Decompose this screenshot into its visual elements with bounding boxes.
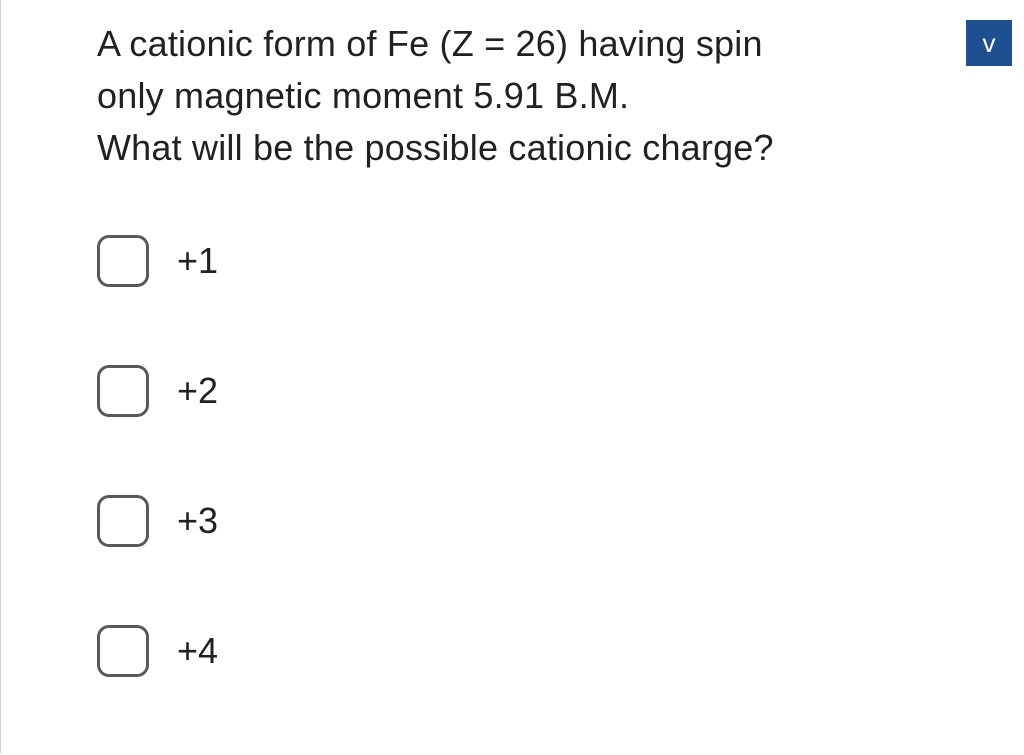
- checkbox-icon[interactable]: [97, 495, 149, 547]
- question-line-2: only magnetic moment 5.91 B.M.: [97, 75, 629, 116]
- option-label: +3: [177, 500, 218, 542]
- question-line-3: What will be the possible cationic charg…: [97, 127, 774, 168]
- option-4[interactable]: +4: [97, 625, 897, 677]
- bookmark-badge[interactable]: v: [966, 20, 1012, 66]
- checkbox-icon[interactable]: [97, 625, 149, 677]
- question-line-1: A cationic form of Fe (Z = 26) having sp…: [97, 23, 763, 64]
- question-block: A cationic form of Fe (Z = 26) having sp…: [97, 18, 947, 175]
- options-list: +1 +2 +3 +4: [97, 235, 897, 755]
- option-label: +1: [177, 240, 218, 282]
- question-text: A cationic form of Fe (Z = 26) having sp…: [97, 18, 947, 175]
- checkbox-icon[interactable]: [97, 365, 149, 417]
- option-1[interactable]: +1: [97, 235, 897, 287]
- option-3[interactable]: +3: [97, 495, 897, 547]
- option-2[interactable]: +2: [97, 365, 897, 417]
- bookmark-badge-label: v: [983, 28, 996, 58]
- page-container: v A cationic form of Fe (Z = 26) having …: [0, 0, 1024, 753]
- option-label: +4: [177, 630, 218, 672]
- checkbox-icon[interactable]: [97, 235, 149, 287]
- option-label: +2: [177, 370, 218, 412]
